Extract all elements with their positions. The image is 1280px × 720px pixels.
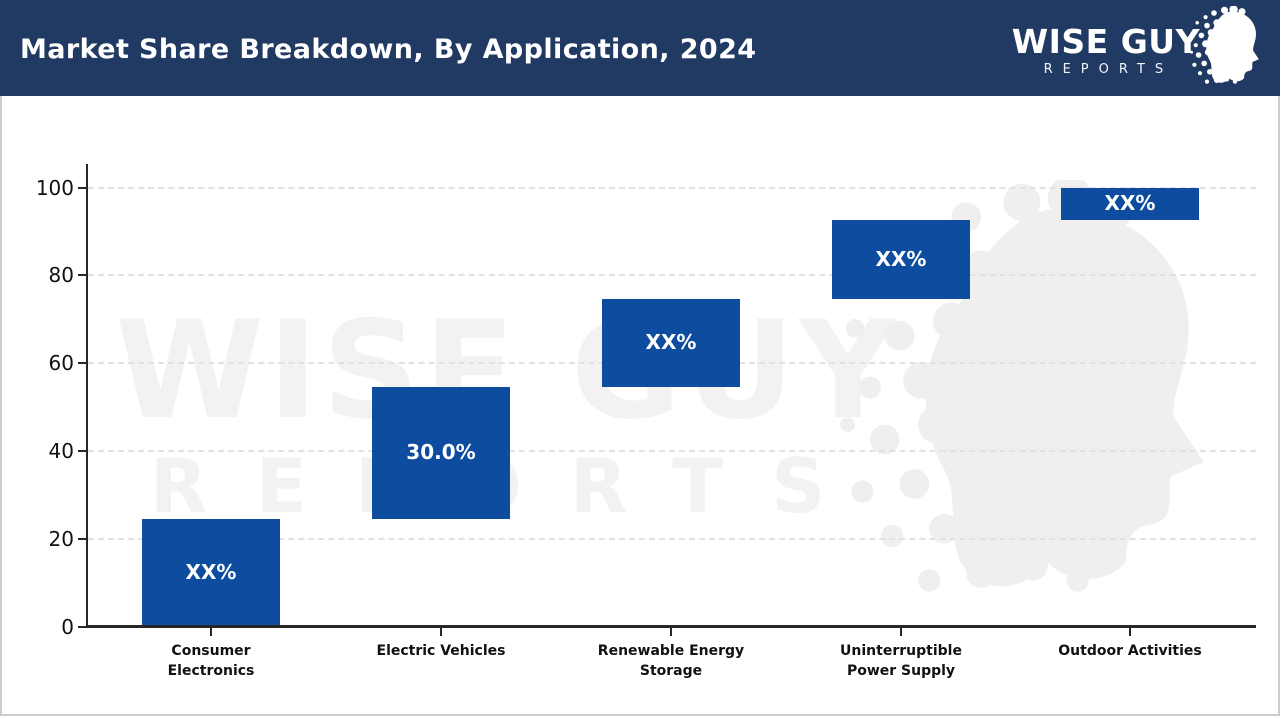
x-tick-mark <box>1129 627 1131 636</box>
bar-segment <box>372 387 510 519</box>
y-tick-label: 20 <box>48 526 74 551</box>
category-label-line: Outdoor Activities <box>1058 643 1202 659</box>
y-tick-label: 80 <box>48 263 74 288</box>
category-label: Uninterruptible Power Supply <box>786 641 1016 681</box>
bar-value-label: XX% <box>1104 190 1156 215</box>
category-label: Outdoor Activities <box>1015 641 1245 661</box>
y-tick-mark <box>78 537 87 540</box>
x-tick-mark <box>670 627 672 636</box>
logo-head-icon <box>1190 6 1259 84</box>
page-title: Market Share Breakdown, By Application, … <box>20 34 757 65</box>
wiseguy-logo: WISE GUY REPORTS <box>1012 4 1270 92</box>
y-tick-mark <box>78 186 87 189</box>
bar-value-label: XX% <box>875 246 927 271</box>
bar-value-label: 30.0% <box>406 440 476 465</box>
category-label: Renewable Energy Storage <box>556 641 786 681</box>
logo-text: WISE GUY REPORTS <box>1011 21 1200 77</box>
y-tick-label: 40 <box>48 438 74 463</box>
gridline <box>88 274 1256 277</box>
y-tick-label: 0 <box>61 614 74 639</box>
bar-segment <box>142 518 280 627</box>
gridline <box>88 449 1256 452</box>
logo-subtitle: REPORTS <box>1043 61 1174 77</box>
gridline <box>88 537 1256 540</box>
category-label-line: Consumer <box>171 643 251 659</box>
x-tick-mark <box>210 627 212 636</box>
x-tick-mark <box>440 627 442 636</box>
bar-value-label: XX% <box>185 559 237 584</box>
category-label-line: Storage <box>639 663 703 679</box>
category-label-line: Power Supply <box>846 663 956 679</box>
y-tick-mark <box>78 449 87 452</box>
y-tick-mark <box>78 274 87 277</box>
header-bar: Market Share Breakdown, By Application, … <box>0 0 1280 96</box>
y-tick-label: 60 <box>48 351 74 376</box>
y-tick-label: 100 <box>35 175 74 200</box>
bar-segment <box>1061 187 1199 221</box>
bar-value-label: XX% <box>645 330 697 355</box>
category-label-line: Electronics <box>167 663 255 679</box>
y-axis-line <box>86 164 88 627</box>
category-label-line: Uninterruptible <box>840 643 962 659</box>
bar-segment <box>832 220 970 300</box>
y-tick-mark <box>78 362 87 365</box>
x-axis-line <box>86 625 1256 628</box>
x-tick-mark <box>900 627 902 636</box>
logo-wordmark: WISE GUY <box>1011 21 1200 61</box>
category-label-line: Electric Vehicles <box>376 643 506 659</box>
gridline <box>88 186 1256 189</box>
watermark-subtitle: REPORTS <box>150 442 874 530</box>
y-tick-mark <box>78 625 87 628</box>
category-label-line: Renewable Energy <box>597 643 745 659</box>
category-label: Consumer Electronics <box>96 641 326 681</box>
bar-segment <box>602 299 740 388</box>
category-label: Electric Vehicles <box>326 641 556 661</box>
